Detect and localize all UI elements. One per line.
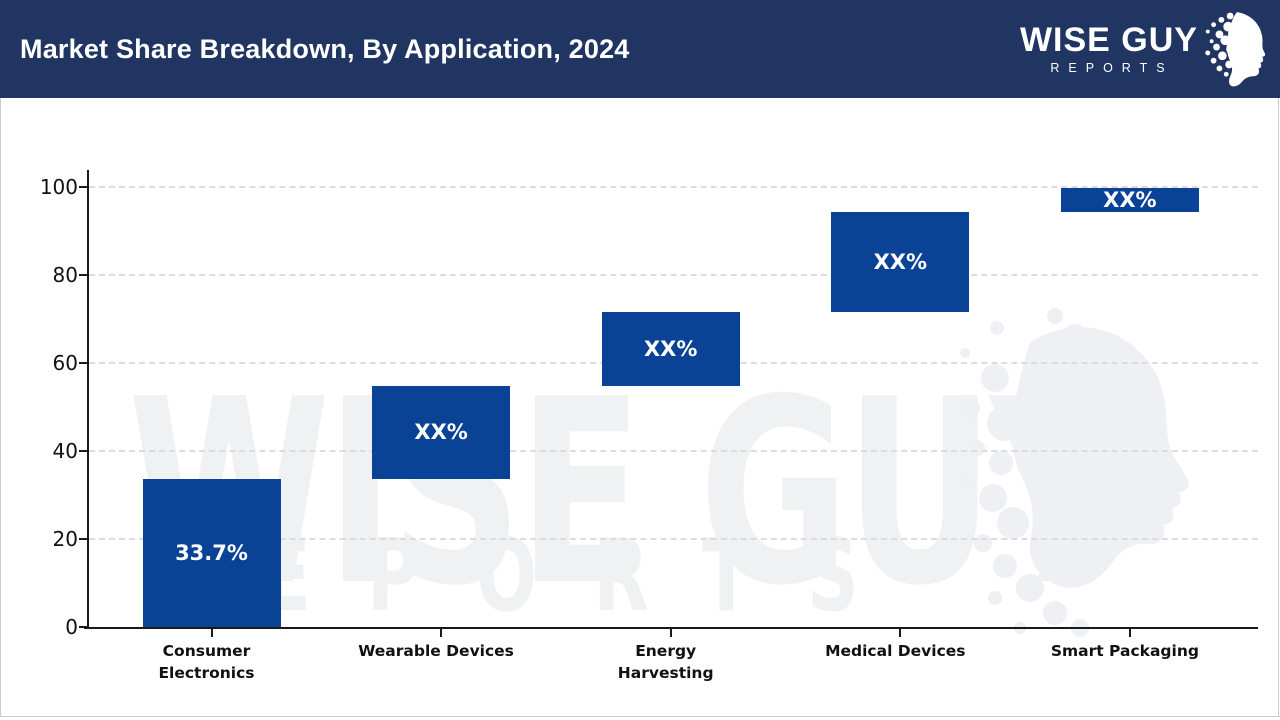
bar-energy-harvesting: XX%	[601, 312, 740, 386]
x-tickmark-medical-devices	[899, 629, 902, 637]
bar-value-label-consumer-electronics: 33.7%	[175, 540, 248, 565]
brand-logo-line1: WISE GUY	[1019, 21, 1198, 59]
x-tickmark-smart-packaging	[1128, 629, 1131, 637]
x-tickmark-wearable-devices	[440, 629, 443, 637]
brand-head-icon	[1205, 12, 1266, 87]
x-tick-label-medical-devices: Medical Devices	[825, 642, 966, 660]
y-tick-label-60: 60	[52, 351, 78, 375]
bar-value-label-smart-packaging: XX%	[1103, 187, 1157, 212]
x-tick-label-smart-packaging: Smart Packaging	[1050, 642, 1199, 660]
bar-smart-packaging: XX%	[1060, 187, 1199, 213]
y-axis-line	[87, 170, 89, 629]
gridline-100	[89, 186, 1258, 188]
page-title: Market Share Breakdown, By Application, …	[20, 33, 630, 64]
x-tick-label-energy-harvesting: Energy Harvesting	[617, 642, 714, 682]
y-tick-label-40: 40	[52, 439, 78, 463]
bar-wearable-devices: XX%	[372, 385, 511, 479]
header-bar: Market Share Breakdown, By Application, …	[0, 0, 1280, 98]
y-tickmark-40	[79, 450, 87, 452]
x-tick-label-consumer-electronics: Consumer Electronics	[158, 642, 255, 682]
bar-consumer-electronics: 33.7%	[142, 478, 281, 627]
bar-value-label-wearable-devices: XX%	[414, 420, 468, 445]
gridline-20	[89, 538, 1258, 540]
bar-value-label-energy-harvesting: XX%	[643, 337, 698, 362]
y-tick-label-100: 100	[39, 175, 78, 199]
figure-border-bottom	[0, 716, 1280, 717]
figure-border-right	[1278, 98, 1279, 717]
bar-value-label-medical-devices: XX%	[873, 250, 928, 275]
x-axis-line	[84, 627, 1258, 629]
gridline-80	[89, 274, 1258, 276]
y-tickmark-20	[79, 538, 87, 540]
brand-logo: WISE GUY REPORTS	[1020, 6, 1268, 92]
gridline-40	[89, 450, 1258, 452]
y-tick-label-20: 20	[52, 527, 78, 551]
brand-logo-text: WISE GUY REPORTS	[1020, 23, 1198, 75]
y-tick-label-80: 80	[52, 263, 78, 287]
brand-logo-line2: REPORTS	[1050, 61, 1174, 75]
x-tickmark-energy-harvesting	[669, 629, 672, 637]
y-tickmark-0	[79, 626, 87, 628]
x-tick-label-wearable-devices: Wearable Devices	[358, 642, 514, 660]
figure-border-left	[0, 98, 1, 717]
y-tickmark-100	[79, 186, 87, 188]
x-tickmark-consumer-electronics	[210, 629, 213, 637]
y-tickmark-80	[79, 274, 87, 276]
bar-medical-devices: XX%	[831, 212, 970, 313]
y-tickmark-60	[79, 362, 87, 364]
y-tick-label-0: 0	[65, 615, 78, 639]
